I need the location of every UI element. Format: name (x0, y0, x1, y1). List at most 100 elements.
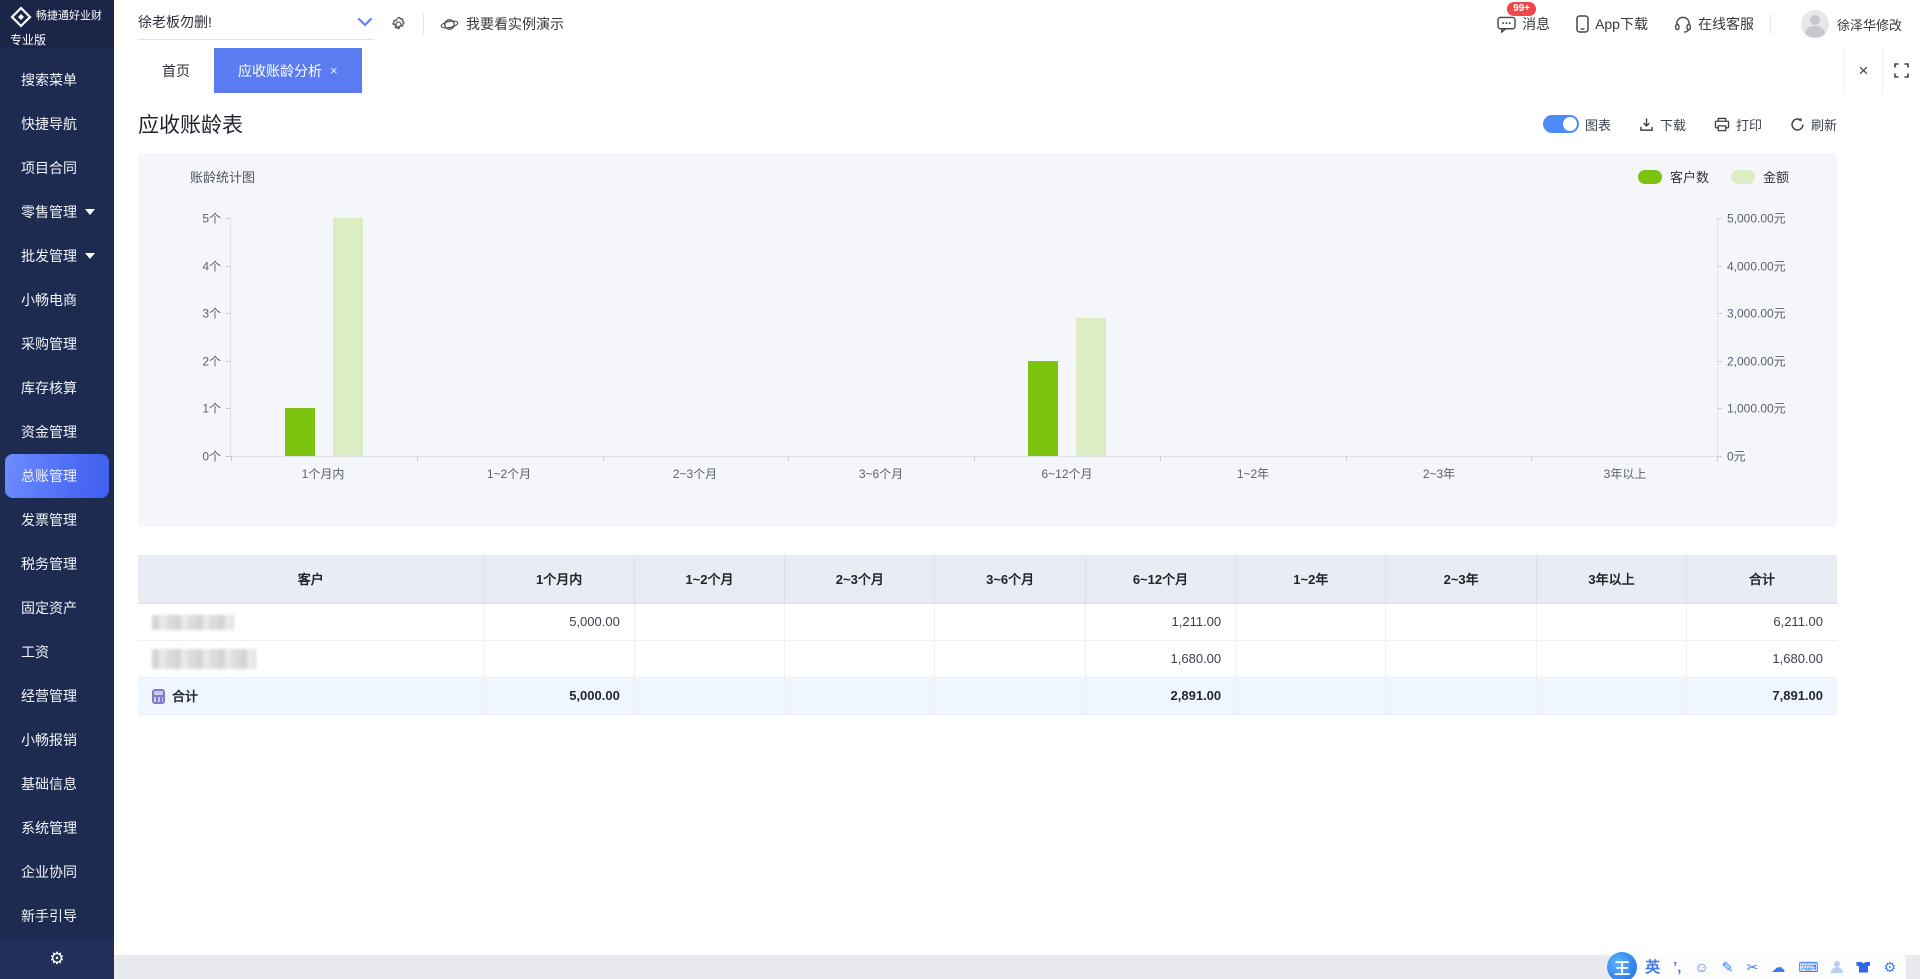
handwriting-pencil-icon[interactable]: ✎ (1721, 959, 1734, 975)
print-button[interactable]: 打印 (1714, 115, 1762, 134)
keyboard-icon[interactable]: ⌨ (1798, 959, 1819, 975)
sidebar-item-1[interactable]: 快捷导航 (0, 102, 114, 146)
y-axis-right-tick: 3,000.00元 (1727, 306, 1786, 321)
customer-name-cell[interactable] (138, 603, 485, 641)
amount-cell[interactable] (634, 603, 786, 641)
chart-toggle-switch[interactable] (1542, 115, 1579, 133)
customer-name-cell[interactable] (138, 640, 485, 678)
table-header-cell[interactable]: 2~3个月 (784, 555, 936, 604)
tab-1[interactable]: 应收账龄分析 × (214, 48, 362, 93)
sidebar-item-7[interactable]: 库存核算 (0, 366, 114, 410)
app-download-button[interactable]: App下载 (1576, 14, 1648, 34)
sidebar-item-19[interactable]: 新手引导 (0, 894, 114, 938)
bar-customers-1个月内[interactable] (284, 408, 315, 456)
sidebar-item-12[interactable]: 固定资产 (0, 586, 114, 630)
amount-cell[interactable] (784, 603, 936, 641)
table-header-cell[interactable]: 2~3年 (1385, 555, 1537, 604)
demo-link[interactable]: 我要看实例演示 (440, 14, 564, 34)
amount-cell[interactable] (1385, 603, 1537, 641)
sidebar-item-15[interactable]: 小畅报销 (0, 718, 114, 762)
sidebar-item-14[interactable]: 经营管理 (0, 674, 114, 718)
table-header-cell[interactable]: 1~2年 (1235, 555, 1387, 604)
english-mode-icon[interactable]: 英 (1645, 958, 1661, 976)
download-button[interactable]: 下载 (1639, 115, 1686, 134)
bar-amount-6~12个月[interactable] (1075, 318, 1106, 456)
amount-cell[interactable] (1385, 640, 1537, 678)
org-select[interactable]: 徐老板勿删! (138, 8, 374, 40)
tick-mark (1159, 456, 1161, 461)
table-header-row: 客户 1个月内 1~2个月 2~3个月 3~6个月 6~12个月 1~2年 2~3年 3年以上合… (138, 555, 1837, 604)
person-icon[interactable] (1831, 961, 1844, 973)
sidebar-item-17[interactable]: 系统管理 (0, 806, 114, 850)
user-avatar[interactable] (1800, 10, 1829, 38)
table-header-cell[interactable]: 3~6个月 (934, 555, 1086, 604)
table-header-cell[interactable]: 3年以上 (1535, 555, 1688, 604)
table-header-cell[interactable]: 客户 (138, 555, 485, 604)
sidebar-item-16[interactable]: 基础信息 (0, 762, 114, 806)
table-header-cell[interactable]: 1~2个月 (633, 555, 786, 604)
amount-cell[interactable] (784, 640, 936, 678)
fullscreen-icon[interactable] (1882, 48, 1920, 93)
amount-cell[interactable] (1235, 640, 1387, 678)
tick-mark (1717, 360, 1722, 362)
chart-toggle[interactable]: 图表 (1542, 115, 1611, 134)
table-header-cell[interactable]: 1个月内 (483, 555, 635, 604)
amount-cell[interactable] (1235, 603, 1387, 641)
sidebar-item-11[interactable]: 税务管理 (0, 542, 114, 586)
amount-cell[interactable]: 6,211.00 (1686, 603, 1837, 641)
sidebar-item-5[interactable]: 小畅电商 (0, 278, 114, 322)
legend-item-客户数[interactable]: 客户数 (1637, 167, 1709, 186)
x-axis-label: 2~3年 (1422, 467, 1456, 481)
amount-cell[interactable]: 1,680.00 (1085, 640, 1237, 678)
skin-shirt-icon[interactable] (1856, 961, 1871, 973)
amount-cell[interactable] (1536, 640, 1688, 678)
ime-settings-gear-icon[interactable]: ⚙ (1883, 959, 1896, 975)
sidebar-item-9-active[interactable]: 总账管理 (5, 454, 109, 498)
emoji-icon[interactable]: ☺ (1694, 959, 1709, 975)
chart-category-6 (1346, 218, 1532, 456)
bar-amount-1个月内[interactable] (332, 218, 363, 456)
sidebar-item-18[interactable]: 企业协同 (0, 850, 114, 894)
sidebar-item-0[interactable]: 搜索菜单 (0, 58, 114, 102)
table-header-cell[interactable]: 6~12个月 (1084, 555, 1237, 604)
close-tab-icon[interactable]: × (1844, 48, 1882, 93)
sidebar-item-label: 快捷导航 (21, 116, 77, 132)
messages-button[interactable]: 消息 99+ (1497, 2, 1550, 34)
table-total-row: 合计 5,000.00 2,891.00 7,891.00 (138, 677, 1837, 715)
sidebar-item-13[interactable]: 工资 (0, 630, 114, 674)
amount-cell[interactable] (634, 640, 786, 678)
amount-cell[interactable]: 1,680.00 (1686, 640, 1837, 678)
ime-logo-icon[interactable]: 王 (1607, 952, 1638, 979)
sidebar-item-3[interactable]: 零售管理 (0, 190, 114, 234)
redacted-customer-name (152, 648, 256, 669)
table-header-cell[interactable]: 合计 (1686, 555, 1837, 604)
message-count-badge: 99+ (1507, 2, 1537, 16)
amount-cell[interactable] (1536, 603, 1688, 641)
sidebar-item-2[interactable]: 项目合同 (0, 146, 114, 190)
amount-cell[interactable]: 1,211.00 (1085, 603, 1237, 641)
punctuation-icon[interactable]: ’, (1673, 958, 1682, 976)
sidebar-item-10[interactable]: 发票管理 (0, 498, 114, 542)
amount-cell[interactable] (484, 640, 635, 678)
workspace-gear-icon[interactable] (390, 16, 407, 33)
tab-0[interactable]: 首页 (138, 48, 214, 93)
amount-cell[interactable] (934, 640, 1086, 678)
sidebar-item-label: 项目合同 (21, 160, 77, 176)
support-button[interactable]: 在线客服 (1674, 14, 1754, 34)
tick-mark (1345, 456, 1347, 461)
sidebar-item-label: 基础信息 (21, 776, 77, 792)
bar-customers-6~12个月[interactable] (1027, 360, 1058, 456)
sidebar-item-8[interactable]: 资金管理 (0, 410, 114, 454)
user-name[interactable]: 徐泽华修改 (1836, 17, 1902, 33)
legend-item-金额[interactable]: 金额 (1730, 167, 1789, 186)
amount-cell[interactable] (934, 603, 1086, 641)
sidebar-item-4[interactable]: 批发管理 (0, 234, 114, 278)
sidebar-settings-gear-icon[interactable]: ⚙ (49, 949, 65, 968)
cloud-icon[interactable]: ☁ (1771, 959, 1786, 975)
amount-cell[interactable]: 5,000.00 (484, 603, 635, 641)
refresh-button[interactable]: 刷新 (1790, 115, 1837, 134)
sidebar-item-6[interactable]: 采购管理 (0, 322, 114, 366)
total-amount-cell (1235, 677, 1387, 715)
tab-close-icon[interactable]: × (330, 63, 338, 78)
scissors-icon[interactable]: ✂ (1746, 959, 1759, 975)
